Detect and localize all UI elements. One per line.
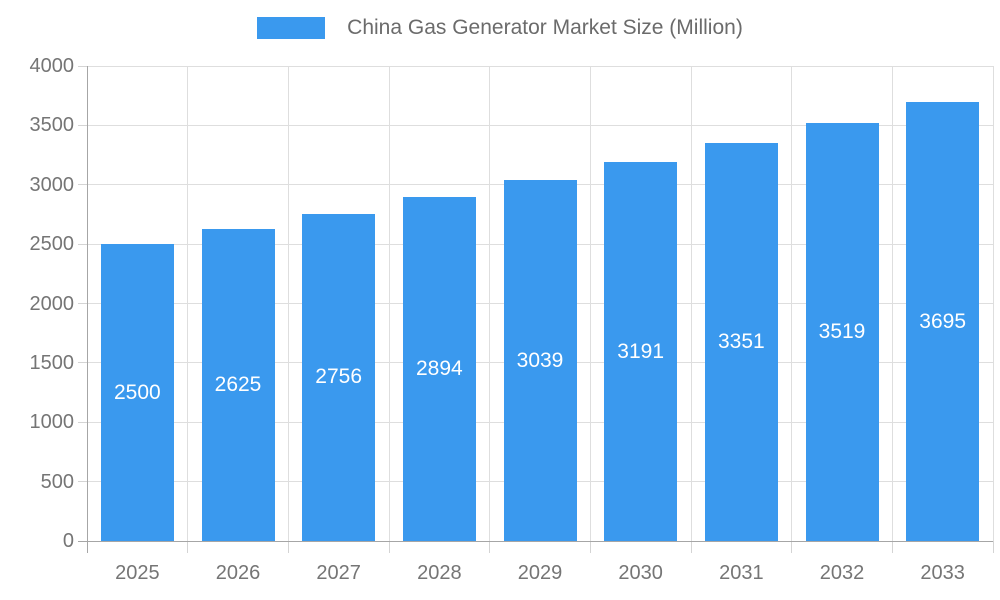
x-axis-tick-label: 2033 bbox=[920, 562, 965, 584]
x-axis-line bbox=[78, 540, 993, 542]
bar-value-label: 2894 bbox=[415, 357, 463, 381]
x-axis-tick-label: 2031 bbox=[719, 562, 764, 584]
x-axis-tick-label: 2028 bbox=[417, 562, 462, 584]
x-tick bbox=[791, 541, 793, 553]
y-tick bbox=[78, 65, 87, 67]
x-gridline bbox=[187, 66, 189, 541]
y-axis-tick-label: 1500 bbox=[29, 351, 75, 374]
bar-value-label: 2500 bbox=[113, 380, 161, 404]
x-gridline bbox=[992, 66, 994, 541]
y-tick bbox=[78, 184, 87, 186]
x-axis-tick-label: 2030 bbox=[618, 562, 663, 584]
y-gridline bbox=[87, 124, 993, 126]
bar-value-label: 3351 bbox=[717, 330, 765, 354]
x-tick bbox=[388, 541, 390, 553]
y-axis-tick-label: 1000 bbox=[29, 411, 75, 434]
x-tick bbox=[690, 541, 692, 553]
legend-swatch-icon bbox=[257, 17, 326, 39]
bar-value-label: 3039 bbox=[516, 348, 564, 372]
x-tick bbox=[992, 541, 994, 553]
x-axis-tick-label: 2027 bbox=[316, 562, 361, 584]
y-tick bbox=[78, 303, 87, 304]
bar[interactable] bbox=[302, 213, 376, 541]
y-axis-tick-label: 500 bbox=[40, 470, 74, 493]
bar[interactable] bbox=[201, 229, 275, 541]
x-tick bbox=[589, 541, 591, 553]
x-axis-tick-label: 2032 bbox=[819, 562, 865, 584]
x-axis-tick-label: 2026 bbox=[215, 562, 261, 584]
x-gridline bbox=[791, 66, 793, 541]
y-tick bbox=[78, 421, 87, 423]
y-axis-tick-label: 2500 bbox=[29, 233, 75, 256]
y-axis-line bbox=[86, 66, 88, 553]
y-axis-tick-label: 3500 bbox=[29, 114, 75, 137]
x-gridline bbox=[891, 66, 893, 541]
x-gridline bbox=[589, 66, 591, 541]
bar-value-label: 2756 bbox=[315, 365, 363, 389]
x-tick bbox=[489, 541, 491, 553]
bar-value-label: 2625 bbox=[214, 373, 262, 397]
x-gridline bbox=[489, 66, 491, 541]
x-tick bbox=[187, 541, 189, 553]
bar[interactable] bbox=[100, 244, 174, 541]
x-tick bbox=[287, 541, 289, 553]
bar-value-label: 3695 bbox=[919, 309, 967, 333]
y-tick bbox=[78, 124, 87, 126]
y-axis-tick-label: 3000 bbox=[29, 173, 75, 196]
x-tick bbox=[891, 541, 893, 553]
y-tick bbox=[78, 362, 87, 364]
bar[interactable] bbox=[604, 162, 678, 541]
y-gridline bbox=[87, 65, 993, 67]
x-axis-tick-label: 2029 bbox=[517, 562, 563, 584]
bar[interactable] bbox=[402, 197, 476, 541]
legend-label: China Gas Generator Market Size (Million… bbox=[347, 16, 743, 39]
y-tick bbox=[78, 243, 87, 245]
x-gridline bbox=[287, 66, 289, 541]
x-gridline bbox=[388, 66, 390, 541]
x-axis-tick-label: 2025 bbox=[115, 562, 160, 584]
bar[interactable] bbox=[906, 102, 980, 541]
legend-item[interactable]: China Gas Generator Market Size (Million… bbox=[0, 16, 1000, 40]
x-gridline bbox=[690, 66, 692, 541]
bar-value-label: 3519 bbox=[818, 320, 866, 344]
y-axis-tick-label: 0 bbox=[62, 530, 74, 552]
bar[interactable] bbox=[704, 143, 778, 541]
y-axis-tick-label: 4000 bbox=[29, 55, 75, 77]
bar[interactable] bbox=[503, 180, 577, 541]
y-axis-tick-label: 2000 bbox=[29, 292, 75, 315]
bar[interactable] bbox=[805, 123, 879, 541]
bar-value-label: 3191 bbox=[617, 339, 665, 363]
y-tick bbox=[78, 481, 87, 483]
